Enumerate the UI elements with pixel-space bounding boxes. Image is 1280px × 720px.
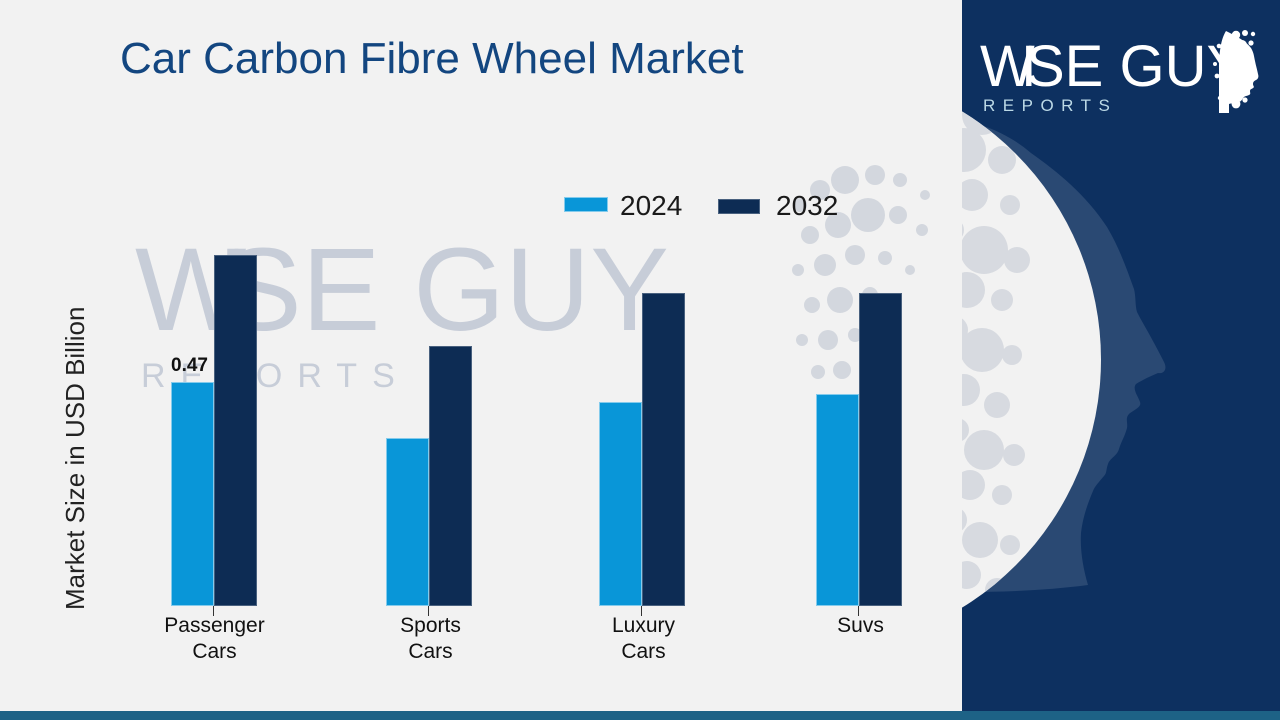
svg-text:REPORTS: REPORTS [983,96,1117,115]
svg-text:SE GUY: SE GUY [223,224,669,356]
